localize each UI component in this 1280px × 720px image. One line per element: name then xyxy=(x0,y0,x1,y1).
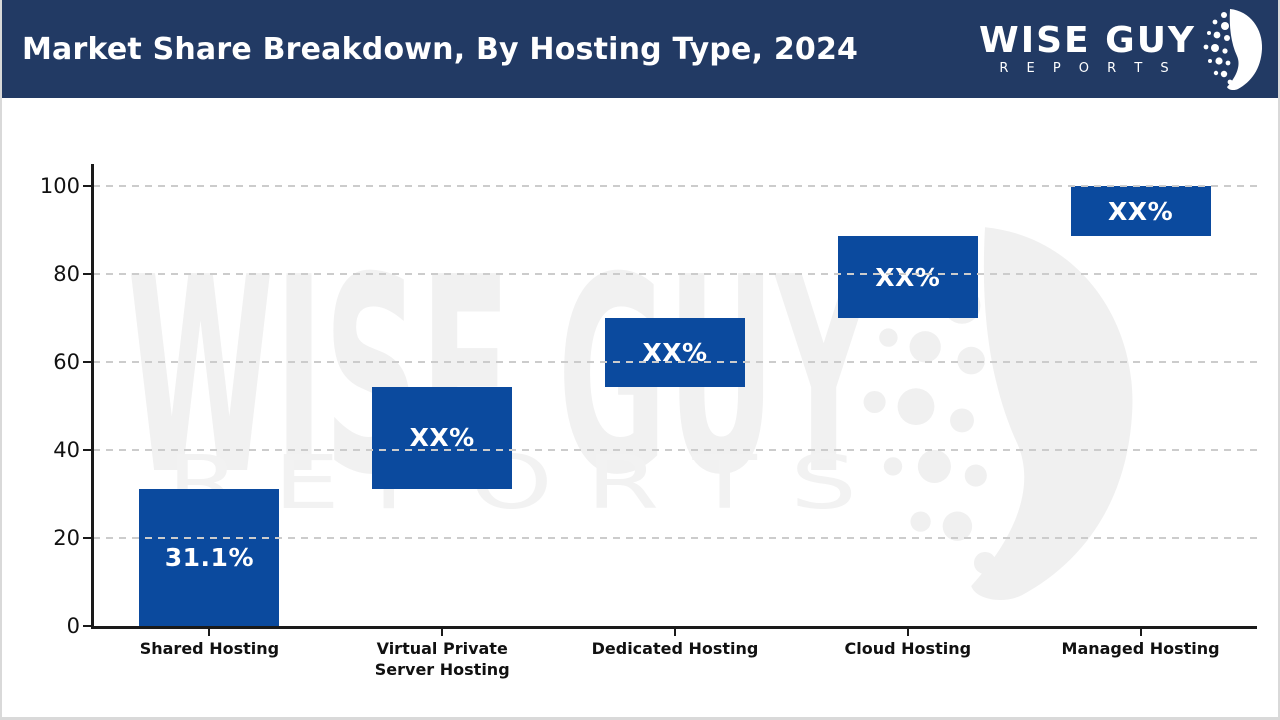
bar-virtual-private-server-hosting: XX% xyxy=(372,386,513,490)
y-tick-100 xyxy=(83,185,91,187)
y-tick-label-100: 100 xyxy=(39,174,80,198)
brand-logo-text: WISE GUY R E P O R T S xyxy=(978,19,1196,77)
gridline-100 xyxy=(93,185,1257,187)
y-tick-label-20: 20 xyxy=(53,526,80,550)
brand-logo: WISE GUY R E P O R T S xyxy=(979,7,1264,91)
bar-cloud-hosting: XX% xyxy=(837,236,978,318)
y-tick-label-60: 60 xyxy=(53,350,80,374)
bar-value-label-shared-hosting: 31.1% xyxy=(164,543,254,573)
bar-value-label-cloud-hosting: XX% xyxy=(875,262,941,292)
y-tick-20 xyxy=(83,537,91,539)
brand-name: WISE GUY xyxy=(978,19,1196,61)
x-tick-label-virtual-private-server-hosting: Virtual Private Server Hosting xyxy=(374,639,510,679)
gridline-80 xyxy=(93,273,1257,275)
x-tick-label-shared-hosting: Shared Hosting xyxy=(139,639,280,658)
x-tick-virtual-private-server-hosting xyxy=(441,628,444,636)
y-axis-spine xyxy=(91,164,94,628)
chart-area: WISE GUY R E P O R T S 02040608010031.1%… xyxy=(2,98,1278,717)
y-tick-40 xyxy=(83,449,91,451)
y-tick-label-40: 40 xyxy=(53,438,80,462)
bar-dedicated-hosting: XX% xyxy=(605,318,745,387)
gridline-20 xyxy=(93,537,1257,539)
bar-shared-hosting: 31.1% xyxy=(139,489,280,626)
y-tick-label-80: 80 xyxy=(53,262,80,286)
y-tick-label-0: 0 xyxy=(66,614,80,638)
x-tick-cloud-hosting xyxy=(906,628,909,636)
header-bar: Market Share Breakdown, By Hosting Type,… xyxy=(2,0,1278,98)
brand-head-icon xyxy=(1203,9,1263,91)
x-tick-label-cloud-hosting: Cloud Hosting xyxy=(844,639,972,658)
bar-value-label-managed-hosting: XX% xyxy=(1108,196,1174,226)
x-tick-managed-hosting xyxy=(1139,628,1142,636)
y-tick-0 xyxy=(83,625,91,627)
x-tick-label-dedicated-hosting: Dedicated Hosting xyxy=(591,639,759,658)
bar-value-label-virtual-private-server-hosting: XX% xyxy=(409,423,475,453)
gridline-60 xyxy=(93,361,1257,363)
y-tick-80 xyxy=(83,273,91,275)
gridline-40 xyxy=(93,449,1257,451)
brand-subname: R E P O R T S xyxy=(999,61,1176,77)
x-tick-dedicated-hosting xyxy=(674,628,676,636)
bar-managed-hosting: XX% xyxy=(1070,186,1211,237)
x-tick-shared-hosting xyxy=(208,628,211,636)
x-tick-label-managed-hosting: Managed Hosting xyxy=(1061,639,1220,658)
x-axis-spine xyxy=(91,626,1257,629)
y-tick-60 xyxy=(83,361,91,363)
chart-title: Market Share Breakdown, By Hosting Type,… xyxy=(22,31,859,67)
